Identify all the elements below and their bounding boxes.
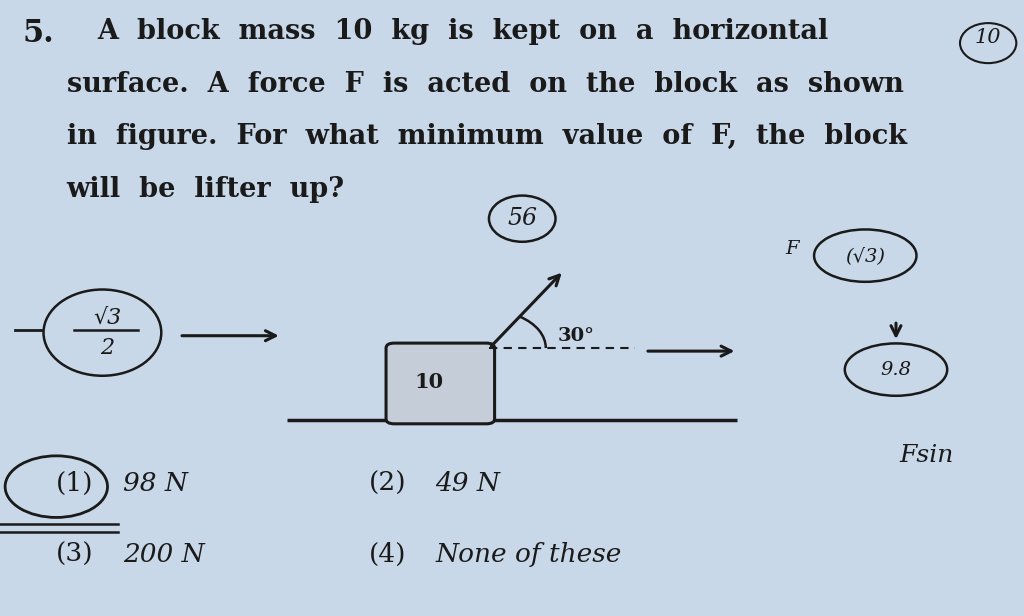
Text: 5.: 5. xyxy=(23,18,54,49)
Text: F: F xyxy=(784,240,799,259)
Text: (2): (2) xyxy=(369,471,407,496)
Text: 30°: 30° xyxy=(558,326,595,345)
Text: (3): (3) xyxy=(56,542,94,567)
Text: 49 N: 49 N xyxy=(435,471,500,496)
Text: (1): (1) xyxy=(56,471,94,496)
Text: None of these: None of these xyxy=(435,542,622,567)
Text: 10: 10 xyxy=(415,372,443,392)
Text: Fsin: Fsin xyxy=(899,444,954,468)
Text: 56: 56 xyxy=(507,207,538,230)
FancyBboxPatch shape xyxy=(386,343,495,424)
Text: 200 N: 200 N xyxy=(123,542,205,567)
Text: (4): (4) xyxy=(369,542,407,567)
Text: 9.8: 9.8 xyxy=(881,360,911,379)
Text: 2: 2 xyxy=(100,337,115,359)
Text: A  block  mass  10  kg  is  kept  on  a  horizontal: A block mass 10 kg is kept on a horizont… xyxy=(97,18,828,46)
Text: 98 N: 98 N xyxy=(123,471,187,496)
Text: 10: 10 xyxy=(975,28,1001,47)
Text: surface.  A  force  F  is  acted  on  the  block  as  shown: surface. A force F is acted on the block… xyxy=(67,71,903,98)
Text: in  figure.  For  what  minimum  value  of  F,  the  block: in figure. For what minimum value of F, … xyxy=(67,123,906,150)
Text: (√3): (√3) xyxy=(845,246,886,265)
Text: will  be  lifter  up?: will be lifter up? xyxy=(67,176,345,203)
Text: √3: √3 xyxy=(93,306,122,328)
